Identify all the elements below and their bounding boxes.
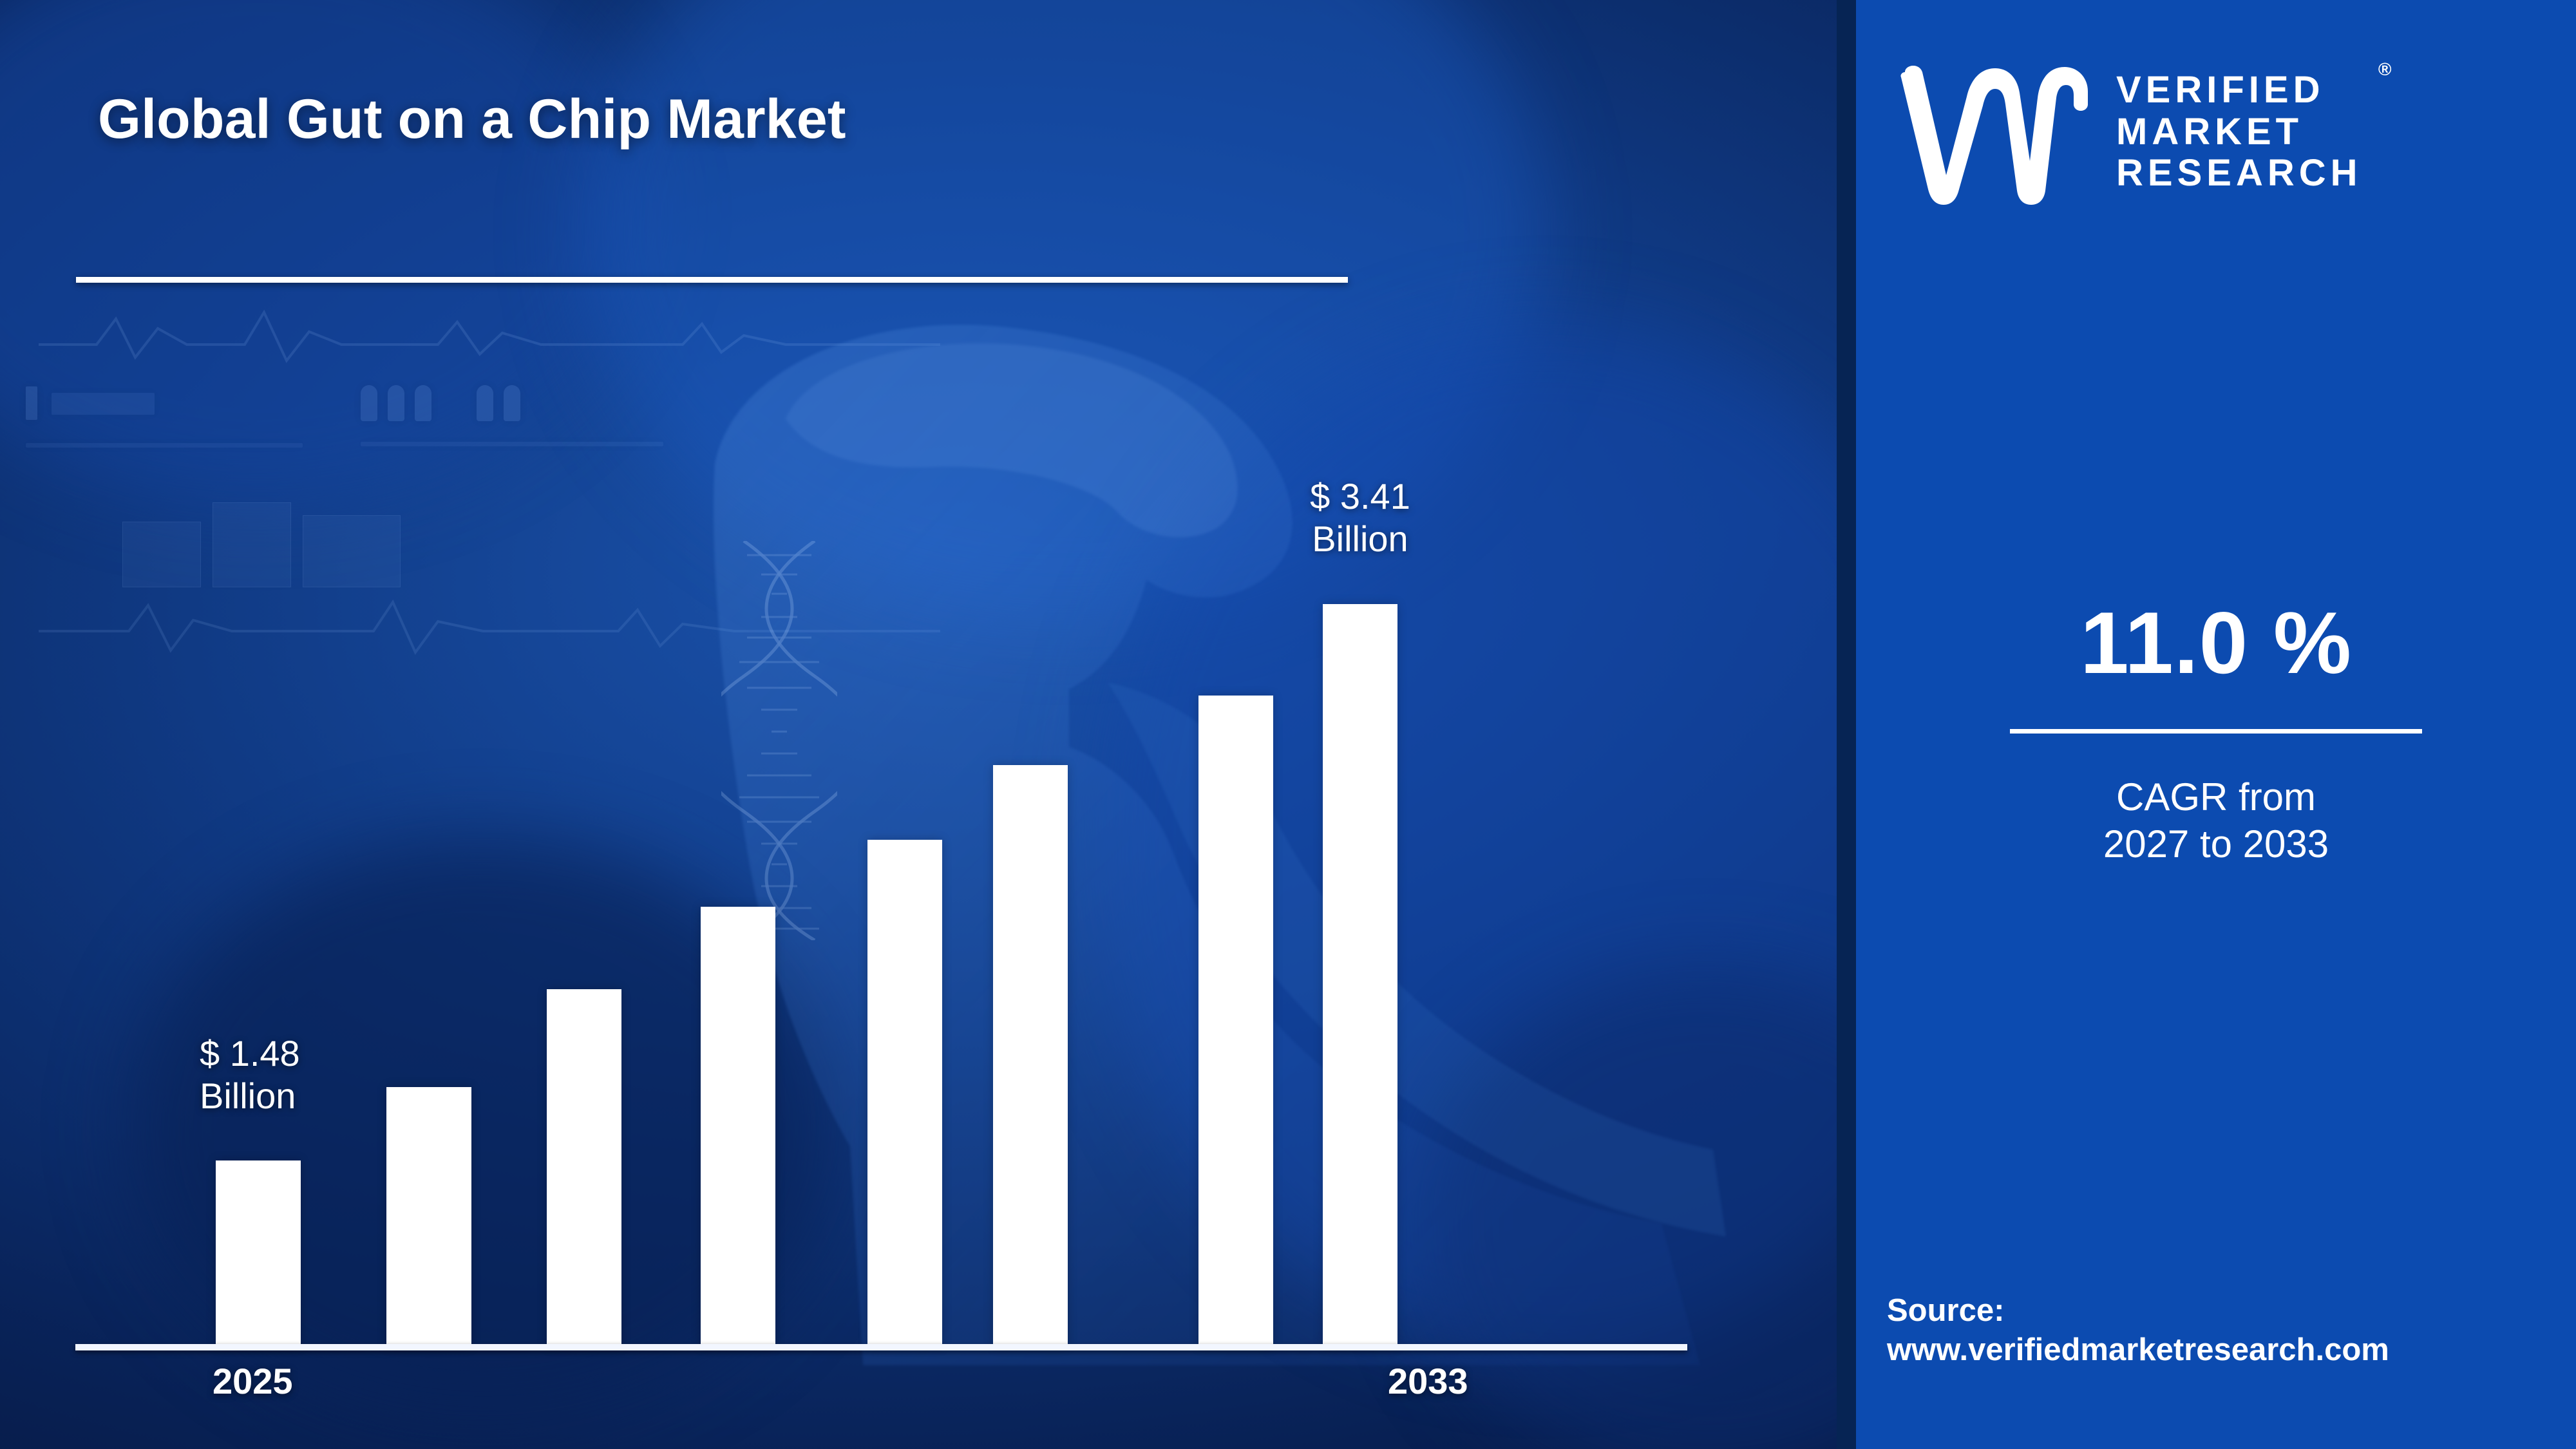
brand-name: VERIFIED MARKET RESEARCH ® [2116, 59, 2392, 195]
data-label-last-bar: $ 3.41 Billion [1310, 475, 1410, 560]
bar-2033 [1323, 604, 1397, 1347]
registered-trademark-icon: ® [2378, 59, 2392, 79]
bar-2031 [1198, 696, 1273, 1347]
title-underline [76, 277, 1348, 283]
source-block: Source: www.verifiedmarketresearch.com [1887, 1291, 2570, 1370]
data-label-value: $ 3.41 [1310, 476, 1410, 516]
brand-name-line-1: VERIFIED [2116, 68, 2325, 111]
x-axis-line [75, 1344, 1687, 1350]
page-title: Global Gut on a Chip Market [98, 88, 846, 150]
bar-2030 [993, 765, 1068, 1347]
panel-divider [1837, 0, 1856, 1449]
bar-chart: $ 1.48 Billion $ 3.41 Billion 2025 2033 [75, 475, 1687, 1401]
bar-2026 [386, 1087, 471, 1347]
data-label-unit: Billion [200, 1075, 296, 1117]
source-url[interactable]: www.verifiedmarketresearch.com [1887, 1332, 2389, 1367]
brand-name-line-2: MARKET [2116, 110, 2304, 153]
bar-2028 [701, 907, 775, 1347]
vmr-monogram-icon [1900, 58, 2093, 206]
cagr-caption: CAGR from 2027 to 2033 [1856, 773, 2576, 867]
cagr-value: 11.0 % [2080, 594, 2352, 692]
bar-2029 [867, 840, 942, 1347]
data-label-value: $ 1.48 [200, 1033, 300, 1074]
right-panel [1856, 0, 2576, 1449]
cagr-block: 11.0 % CAGR from 2027 to 2033 [1856, 599, 2576, 867]
x-tick-label-start: 2025 [213, 1361, 293, 1401]
brand-logo: VERIFIED MARKET RESEARCH ® [1900, 48, 2544, 216]
data-label-unit: Billion [1312, 518, 1408, 560]
left-panel: Global Gut on a Chip Market $ 1.48 Billi… [0, 0, 1837, 1449]
bar-2025 [216, 1160, 301, 1347]
brand-name-line-3: RESEARCH [2116, 152, 2362, 194]
data-label-first-bar: $ 1.48 Billion [200, 1032, 300, 1117]
cagr-caption-line-2: 2027 to 2033 [2103, 822, 2329, 866]
x-tick-label-end: 2033 [1388, 1361, 1468, 1401]
cagr-caption-line-1: CAGR from [2116, 775, 2316, 819]
cagr-divider-rule [2010, 729, 2422, 734]
bar-2027 [547, 989, 621, 1347]
source-label: Source: [1887, 1293, 2005, 1328]
